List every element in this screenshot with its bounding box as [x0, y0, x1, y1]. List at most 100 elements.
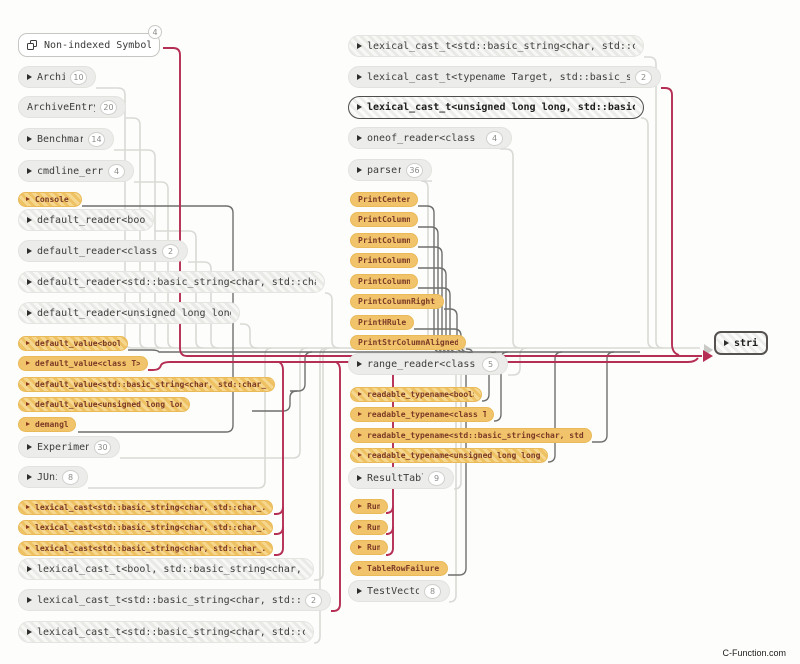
expand-arrow-icon[interactable]: [26, 546, 30, 550]
expand-arrow-icon[interactable]: [357, 475, 362, 481]
node-table-row-failure[interactable]: TableRowFailure: [350, 560, 448, 576]
expand-arrow-icon[interactable]: [358, 453, 362, 457]
node-print-str-column-aligned[interactable]: PrintStrColumnAligned: [350, 334, 466, 350]
member-count-badge[interactable]: 4: [108, 163, 125, 179]
expand-arrow-icon[interactable]: [27, 444, 32, 450]
member-count-badge[interactable]: 14: [88, 131, 105, 147]
expand-arrow-icon[interactable]: [26, 422, 30, 426]
member-count-badge[interactable]: 2: [635, 69, 652, 85]
group-count-badge[interactable]: 4: [148, 25, 162, 39]
expand-arrow-icon[interactable]: [27, 248, 32, 254]
node-print-column-3[interactable]: PrintColumn: [350, 252, 418, 268]
member-count-badge[interactable]: 2: [305, 592, 322, 608]
node-lexical-cast-t-bs-3[interactable]: lexical_cast_t<std::basic_string<char, s…: [348, 35, 644, 57]
node-lexical-cast-t-bool[interactable]: lexical_cast_t<bool, std::basic_string<c…: [18, 558, 314, 580]
node-range-reader-class-t[interactable]: range_reader<class T> 5: [348, 353, 508, 375]
expand-arrow-icon[interactable]: [357, 43, 362, 49]
node-default-reader-ull[interactable]: default_reader<unsigned long long>: [18, 302, 240, 324]
node-default-value-basic-string[interactable]: default_value<std::basic_string<char, st…: [18, 376, 275, 392]
node-print-column-4[interactable]: PrintColumn: [350, 273, 418, 289]
node-lexical-cast-t-bs-2[interactable]: lexical_cast_t<std::basic_string<char, s…: [18, 621, 314, 643]
node-cmdline-error[interactable]: cmdline_error 4: [18, 160, 134, 182]
member-count-badge[interactable]: 30: [94, 439, 111, 455]
node-test-vector[interactable]: TestVector 8: [348, 580, 450, 602]
node-demangle[interactable]: demangle: [18, 416, 76, 432]
node-oneof-reader-class-t[interactable]: oneof_reader<class T> 4: [348, 127, 512, 149]
node-archive-entry[interactable]: ArchiveEntry 20: [18, 96, 126, 118]
expand-arrow-icon[interactable]: [26, 505, 30, 509]
expand-arrow-icon[interactable]: [27, 279, 32, 285]
node-print-hrule[interactable]: PrintHRule: [350, 314, 414, 330]
member-count-badge[interactable]: 9: [428, 470, 445, 486]
expand-arrow-icon[interactable]: [358, 433, 362, 437]
expand-arrow-icon[interactable]: [357, 104, 362, 110]
expand-arrow-icon[interactable]: [26, 341, 30, 345]
node-default-reader-class-t[interactable]: default_reader<class T> 2: [18, 240, 188, 262]
member-count-badge[interactable]: 5: [482, 356, 499, 372]
node-default-value-bool[interactable]: default_value<bool>: [18, 335, 128, 351]
expand-arrow-icon[interactable]: [27, 629, 32, 635]
expand-arrow-icon[interactable]: [27, 168, 32, 174]
expand-arrow-icon[interactable]: [27, 310, 32, 316]
node-default-value-class-t[interactable]: default_value<class T>: [18, 355, 148, 371]
node-run-2[interactable]: Run: [350, 519, 388, 535]
node-readable-typename-bool[interactable]: readable_typename<bool>: [350, 386, 482, 402]
node-readable-typename-basic-string[interactable]: readable_typename<std::basic_string<char…: [350, 427, 592, 443]
node-non-indexed-symbols[interactable]: Non-indexed Symbols: [18, 33, 160, 57]
node-print-center[interactable]: PrintCenter: [350, 191, 418, 207]
node-benchmark[interactable]: Benchmark 14: [18, 128, 114, 150]
node-lexical-cast-t-typename-target[interactable]: lexical_cast_t<typename Target, std::bas…: [348, 66, 661, 88]
member-count-badge[interactable]: 4: [486, 130, 503, 146]
node-string[interactable]: string: [714, 331, 768, 355]
expand-arrow-icon[interactable]: [358, 545, 362, 549]
node-default-reader-basic-string[interactable]: default_reader<std::basic_string<char, s…: [18, 271, 325, 293]
expand-arrow-icon[interactable]: [27, 136, 32, 142]
node-lexical-cast-t-bs-1[interactable]: lexical_cast_t<std::basic_string<char, s…: [18, 589, 331, 611]
expand-arrow-icon[interactable]: [357, 588, 362, 594]
expand-arrow-icon[interactable]: [27, 74, 32, 80]
expand-arrow-icon[interactable]: [27, 597, 32, 603]
expand-arrow-icon[interactable]: [357, 361, 362, 367]
expand-arrow-icon[interactable]: [26, 402, 30, 406]
expand-arrow-icon[interactable]: [26, 197, 30, 201]
member-count-badge[interactable]: 36: [406, 162, 423, 178]
node-lexical-cast-t-ull-selected[interactable]: lexical_cast_t<unsigned long long, std::…: [348, 95, 644, 119]
expand-arrow-icon[interactable]: [724, 340, 729, 346]
member-count-badge[interactable]: 10: [70, 69, 87, 85]
expand-arrow-icon[interactable]: [358, 566, 362, 570]
expand-arrow-icon[interactable]: [358, 504, 362, 508]
node-parser[interactable]: parser 36: [348, 159, 432, 181]
node-experiment[interactable]: Experiment 30: [18, 436, 120, 458]
expand-arrow-icon[interactable]: [358, 392, 362, 396]
node-lexical-cast-3[interactable]: lexical_cast<std::basic_string<char, std…: [18, 540, 273, 556]
expand-arrow-icon[interactable]: [357, 167, 362, 173]
node-default-value-ull[interactable]: default_value<unsigned long long>: [18, 396, 190, 412]
expand-arrow-icon[interactable]: [26, 361, 30, 365]
expand-arrow-icon[interactable]: [26, 382, 30, 386]
member-count-badge[interactable]: 20: [100, 99, 117, 115]
node-print-column-1[interactable]: PrintColumn: [350, 211, 418, 227]
expand-arrow-icon[interactable]: [358, 525, 362, 529]
node-run-1[interactable]: Run: [350, 498, 388, 514]
member-count-badge[interactable]: 8: [424, 583, 441, 599]
expand-arrow-icon[interactable]: [27, 474, 32, 480]
node-readable-typename-ull[interactable]: readable_typename<unsigned long long>: [350, 447, 548, 463]
node-default-reader-bool[interactable]: default_reader<bool>: [18, 209, 154, 231]
node-lexical-cast-2[interactable]: lexical_cast<std::basic_string<char, std…: [18, 519, 273, 535]
expand-arrow-icon[interactable]: [357, 135, 362, 141]
expand-arrow-icon[interactable]: [358, 412, 362, 416]
node-readable-typename-class-t[interactable]: readable_typename<class T>: [350, 406, 494, 422]
member-count-badge[interactable]: 2: [162, 243, 179, 259]
node-junit[interactable]: JUnit 8: [18, 466, 88, 488]
node-print-column-right[interactable]: PrintColumnRight: [350, 293, 444, 309]
node-console[interactable]: Console: [18, 191, 82, 207]
node-lexical-cast-1[interactable]: lexical_cast<std::basic_string<char, std…: [18, 499, 273, 515]
node-archive[interactable]: Archive 10: [18, 66, 96, 88]
node-print-column-2[interactable]: PrintColumn: [350, 232, 418, 248]
expand-arrow-icon[interactable]: [27, 217, 32, 223]
expand-arrow-icon[interactable]: [357, 74, 362, 80]
expand-arrow-icon[interactable]: [26, 525, 30, 529]
node-run-3[interactable]: Run: [350, 539, 388, 555]
expand-arrow-icon[interactable]: [27, 566, 32, 572]
member-count-badge[interactable]: 8: [62, 469, 79, 485]
